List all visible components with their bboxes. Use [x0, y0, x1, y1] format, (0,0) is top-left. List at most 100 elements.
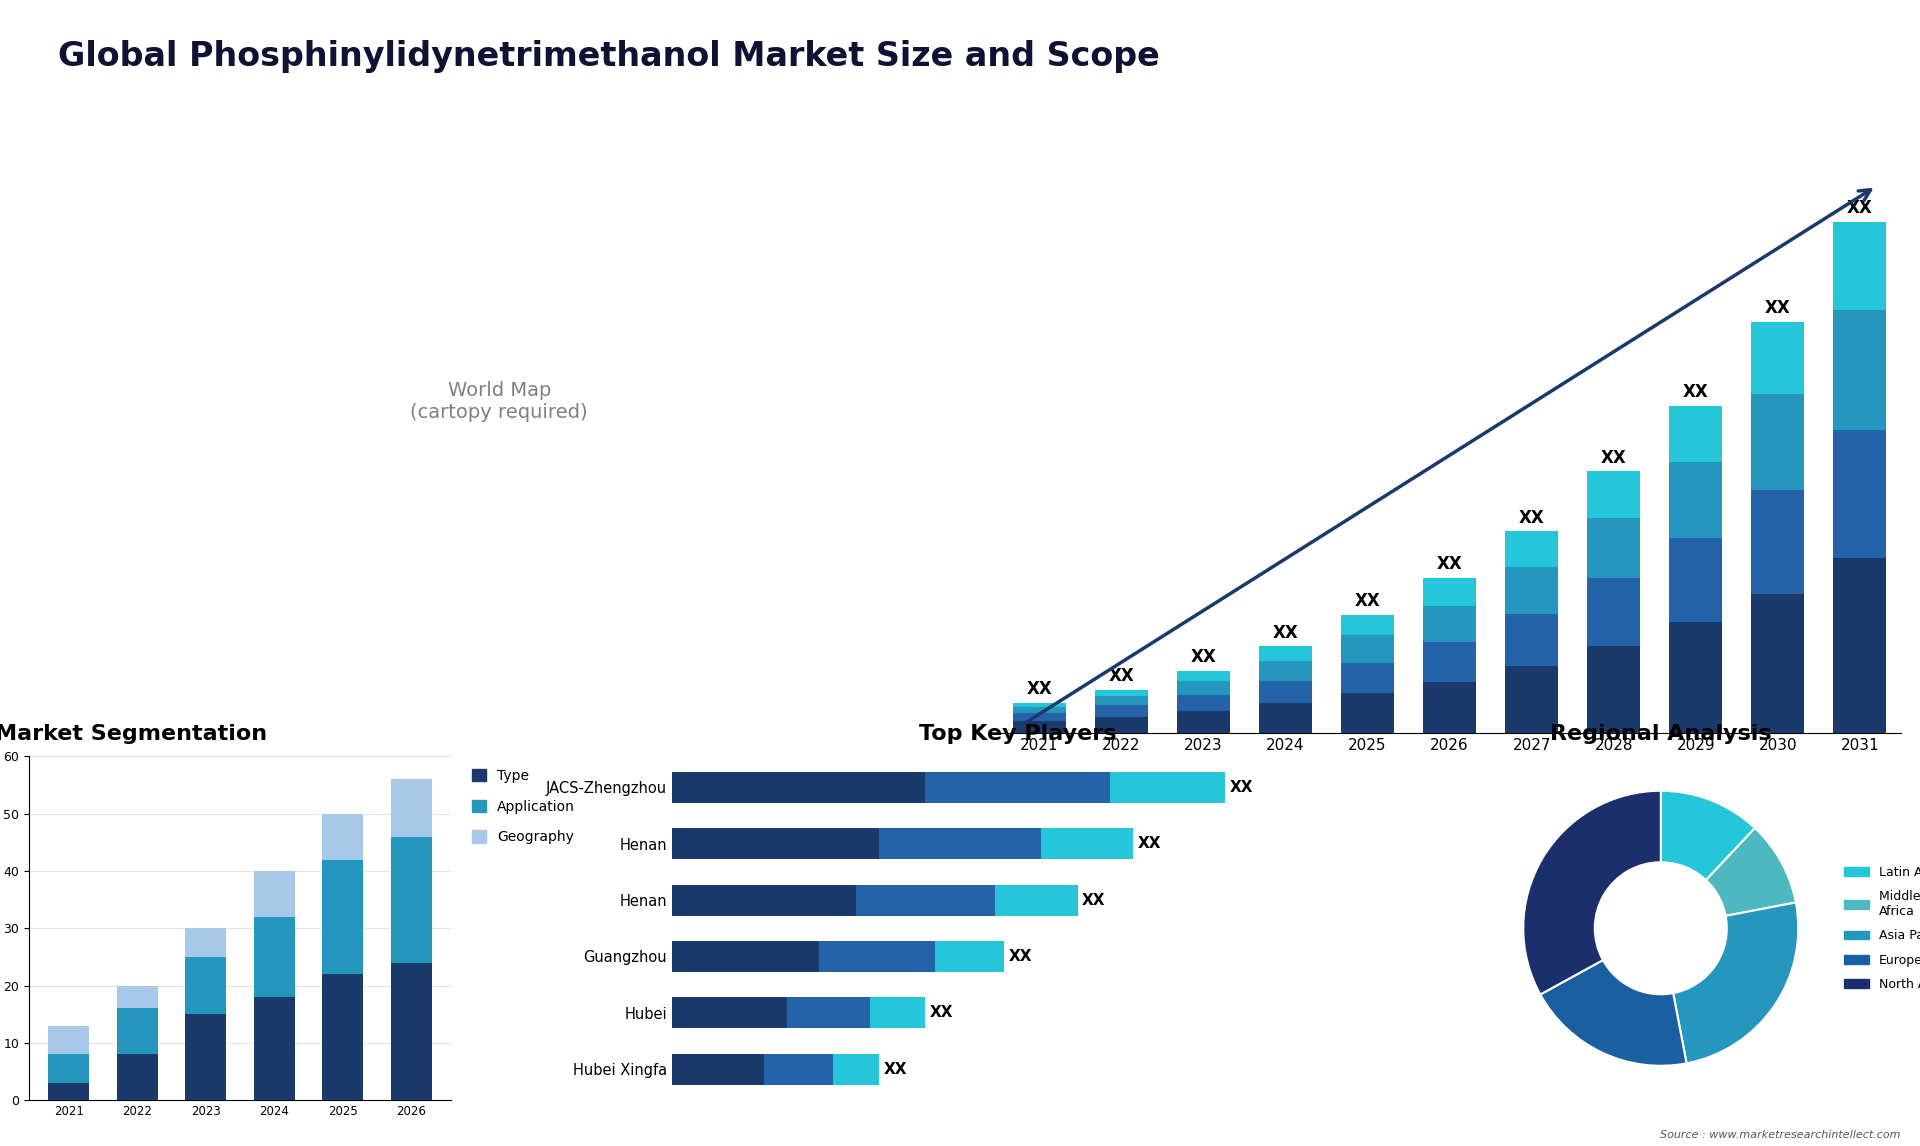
Legend: Latin America, Middle East &
Africa, Asia Pacific, Europe, North America: Latin America, Middle East & Africa, Asi… — [1839, 861, 1920, 996]
Bar — [1505, 613, 1559, 666]
Bar — [879, 829, 1041, 860]
Text: XX: XX — [1356, 592, 1380, 611]
Bar — [184, 1014, 227, 1100]
Bar — [672, 941, 820, 972]
Text: XX: XX — [1008, 949, 1031, 964]
Bar — [1012, 707, 1066, 714]
Bar — [1423, 682, 1476, 733]
Bar — [1260, 646, 1311, 661]
Text: XX: XX — [1108, 667, 1135, 684]
Title: Top Key Players: Top Key Players — [920, 723, 1116, 744]
Text: XX: XX — [1847, 199, 1872, 218]
Bar — [1751, 594, 1805, 733]
Text: XX: XX — [1083, 893, 1106, 908]
Bar — [1260, 704, 1311, 733]
Text: XX: XX — [883, 1061, 908, 1076]
Text: XX: XX — [1190, 649, 1217, 666]
Bar — [995, 885, 1077, 916]
Text: Source : www.marketresearchintellect.com: Source : www.marketresearchintellect.com — [1661, 1130, 1901, 1140]
Bar — [1668, 406, 1722, 462]
Bar — [392, 779, 432, 837]
Bar — [48, 1054, 88, 1083]
Bar — [787, 997, 870, 1028]
Bar — [323, 974, 363, 1100]
Bar — [1177, 711, 1231, 733]
Bar — [1668, 462, 1722, 537]
Bar — [323, 814, 363, 860]
Bar — [1340, 635, 1394, 664]
Text: XX: XX — [1137, 837, 1162, 851]
Bar — [1751, 322, 1805, 394]
Bar — [253, 871, 296, 917]
Bar — [1505, 532, 1559, 567]
Wedge shape — [1523, 791, 1661, 995]
Bar — [820, 941, 935, 972]
Bar — [1340, 664, 1394, 693]
Text: XX: XX — [1682, 383, 1709, 401]
Bar — [184, 928, 227, 957]
Bar — [1588, 518, 1640, 578]
Bar — [1177, 696, 1231, 711]
Text: XX: XX — [1229, 780, 1254, 795]
Bar — [1751, 489, 1805, 594]
Bar — [870, 997, 925, 1028]
Bar — [1012, 722, 1066, 733]
Bar — [764, 1053, 833, 1084]
Bar — [1834, 311, 1887, 430]
Bar — [1505, 666, 1559, 733]
Bar — [1423, 605, 1476, 642]
Bar — [672, 997, 787, 1028]
Bar — [48, 1083, 88, 1100]
Bar — [1041, 829, 1133, 860]
Bar — [1094, 717, 1148, 733]
Text: XX: XX — [1764, 299, 1791, 317]
Bar — [1668, 537, 1722, 621]
Legend: Type, Application, Geography: Type, Application, Geography — [467, 763, 580, 849]
Bar — [1177, 672, 1231, 681]
Bar — [672, 772, 925, 803]
Bar — [1423, 642, 1476, 682]
Text: XX: XX — [1436, 555, 1463, 573]
Text: XX: XX — [1027, 681, 1052, 698]
Wedge shape — [1661, 791, 1755, 880]
Bar — [1588, 471, 1640, 518]
Bar — [925, 772, 1110, 803]
Bar — [833, 1053, 879, 1084]
Text: Global Phosphinylidynetrimethanol Market Size and Scope: Global Phosphinylidynetrimethanol Market… — [58, 40, 1160, 73]
Text: World Map
(cartopy required): World Map (cartopy required) — [411, 380, 588, 422]
Bar — [1110, 772, 1225, 803]
Bar — [935, 941, 1004, 972]
Bar — [392, 963, 432, 1100]
Bar — [1260, 661, 1311, 681]
Bar — [1834, 430, 1887, 558]
Bar — [1012, 714, 1066, 722]
Bar — [1340, 615, 1394, 635]
Bar — [856, 885, 995, 916]
Bar — [1012, 704, 1066, 707]
Wedge shape — [1707, 829, 1795, 916]
Bar — [1588, 645, 1640, 733]
Bar — [1505, 567, 1559, 613]
Bar — [117, 986, 157, 1008]
Bar — [253, 997, 296, 1100]
Bar — [1094, 696, 1148, 706]
Bar — [1260, 681, 1311, 704]
Bar — [392, 837, 432, 963]
Text: XX: XX — [1519, 509, 1544, 526]
Text: Market Segmentation: Market Segmentation — [0, 723, 267, 744]
Bar — [1094, 706, 1148, 717]
Bar — [1340, 693, 1394, 733]
Bar — [323, 860, 363, 974]
Bar — [1751, 394, 1805, 489]
Bar — [117, 1008, 157, 1054]
Bar — [1588, 578, 1640, 645]
Bar — [1094, 690, 1148, 696]
Bar — [672, 1053, 764, 1084]
Bar — [48, 1026, 88, 1054]
Text: XX: XX — [929, 1005, 954, 1020]
Bar — [253, 917, 296, 997]
Text: XX: XX — [1273, 623, 1298, 642]
Title: Regional Analysis: Regional Analysis — [1549, 723, 1772, 744]
Bar — [672, 885, 856, 916]
Bar — [1834, 222, 1887, 311]
